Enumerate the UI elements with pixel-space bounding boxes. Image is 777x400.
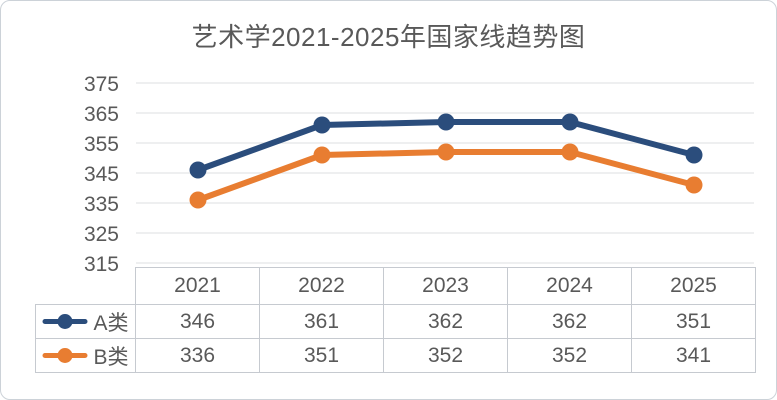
year-header-cell: 2025: [631, 267, 756, 305]
table-row: A类 346 361 362 362 351: [35, 304, 756, 339]
value-cell: 362: [383, 304, 508, 339]
table-corner-ghost-cell: [36, 268, 136, 305]
value-cell: 351: [259, 338, 384, 373]
legend-label: B类: [93, 345, 129, 369]
data-point-marker: [685, 176, 703, 194]
value-cell: 361: [259, 304, 384, 339]
value-cell: 352: [383, 338, 508, 373]
data-point-marker: [313, 146, 331, 164]
y-axis-label: 345: [84, 163, 119, 186]
data-point-marker: [437, 113, 455, 131]
year-header-cell: 2022: [259, 267, 384, 305]
year-header-cell: 2024: [507, 267, 632, 305]
year-header-cell: 2021: [135, 267, 260, 305]
legend-line-marker-icon: [42, 348, 88, 363]
table-header-row: 2021 2022 2023 2024 2025: [36, 267, 756, 305]
legend-cell-B类: B类: [35, 338, 136, 373]
value-cell: 352: [507, 338, 632, 373]
value-cell: 341: [631, 338, 756, 373]
y-axis-label: 315: [84, 253, 119, 276]
data-point-marker: [437, 143, 455, 161]
value-cell: 351: [631, 304, 756, 339]
data-point-marker: [561, 113, 579, 131]
data-point-marker: [313, 116, 331, 134]
y-axis-label: 325: [84, 223, 119, 246]
legend-cell-A类: A类: [35, 304, 136, 339]
chart-title: 艺术学2021-2025年国家线趋势图: [191, 22, 586, 52]
data-point-marker: [685, 146, 703, 164]
legend-inner: B类: [37, 341, 135, 371]
data-point-marker: [189, 161, 207, 179]
year-header-cell: 2023: [383, 267, 508, 305]
value-cell: 362: [507, 304, 632, 339]
legend-line-marker-icon: [42, 314, 88, 329]
legend-label: A类: [93, 311, 129, 335]
legend-inner: A类: [37, 307, 135, 337]
y-axis-label: 335: [84, 193, 119, 216]
data-point-marker: [189, 191, 207, 209]
data-table: 2021 2022 2023 2024 2025 A类 346 361 362 362 351 B类 3…: [35, 267, 756, 373]
value-cell: 336: [135, 338, 260, 373]
y-axis-label: 355: [84, 133, 119, 156]
table-row: B类 336 351 352 352 341: [35, 338, 756, 373]
y-axis-label: 365: [84, 103, 119, 126]
data-table-wrapper: 2021 2022 2023 2024 2025 A类 346 361 362 362 351 B类 3…: [35, 267, 756, 373]
data-point-marker: [561, 143, 579, 161]
value-cell: 346: [135, 304, 260, 339]
data-table-body: 2021 2022 2023 2024 2025 A类 346 361 362 362 351 B类 3…: [35, 267, 756, 373]
y-axis-label: 375: [84, 73, 119, 96]
